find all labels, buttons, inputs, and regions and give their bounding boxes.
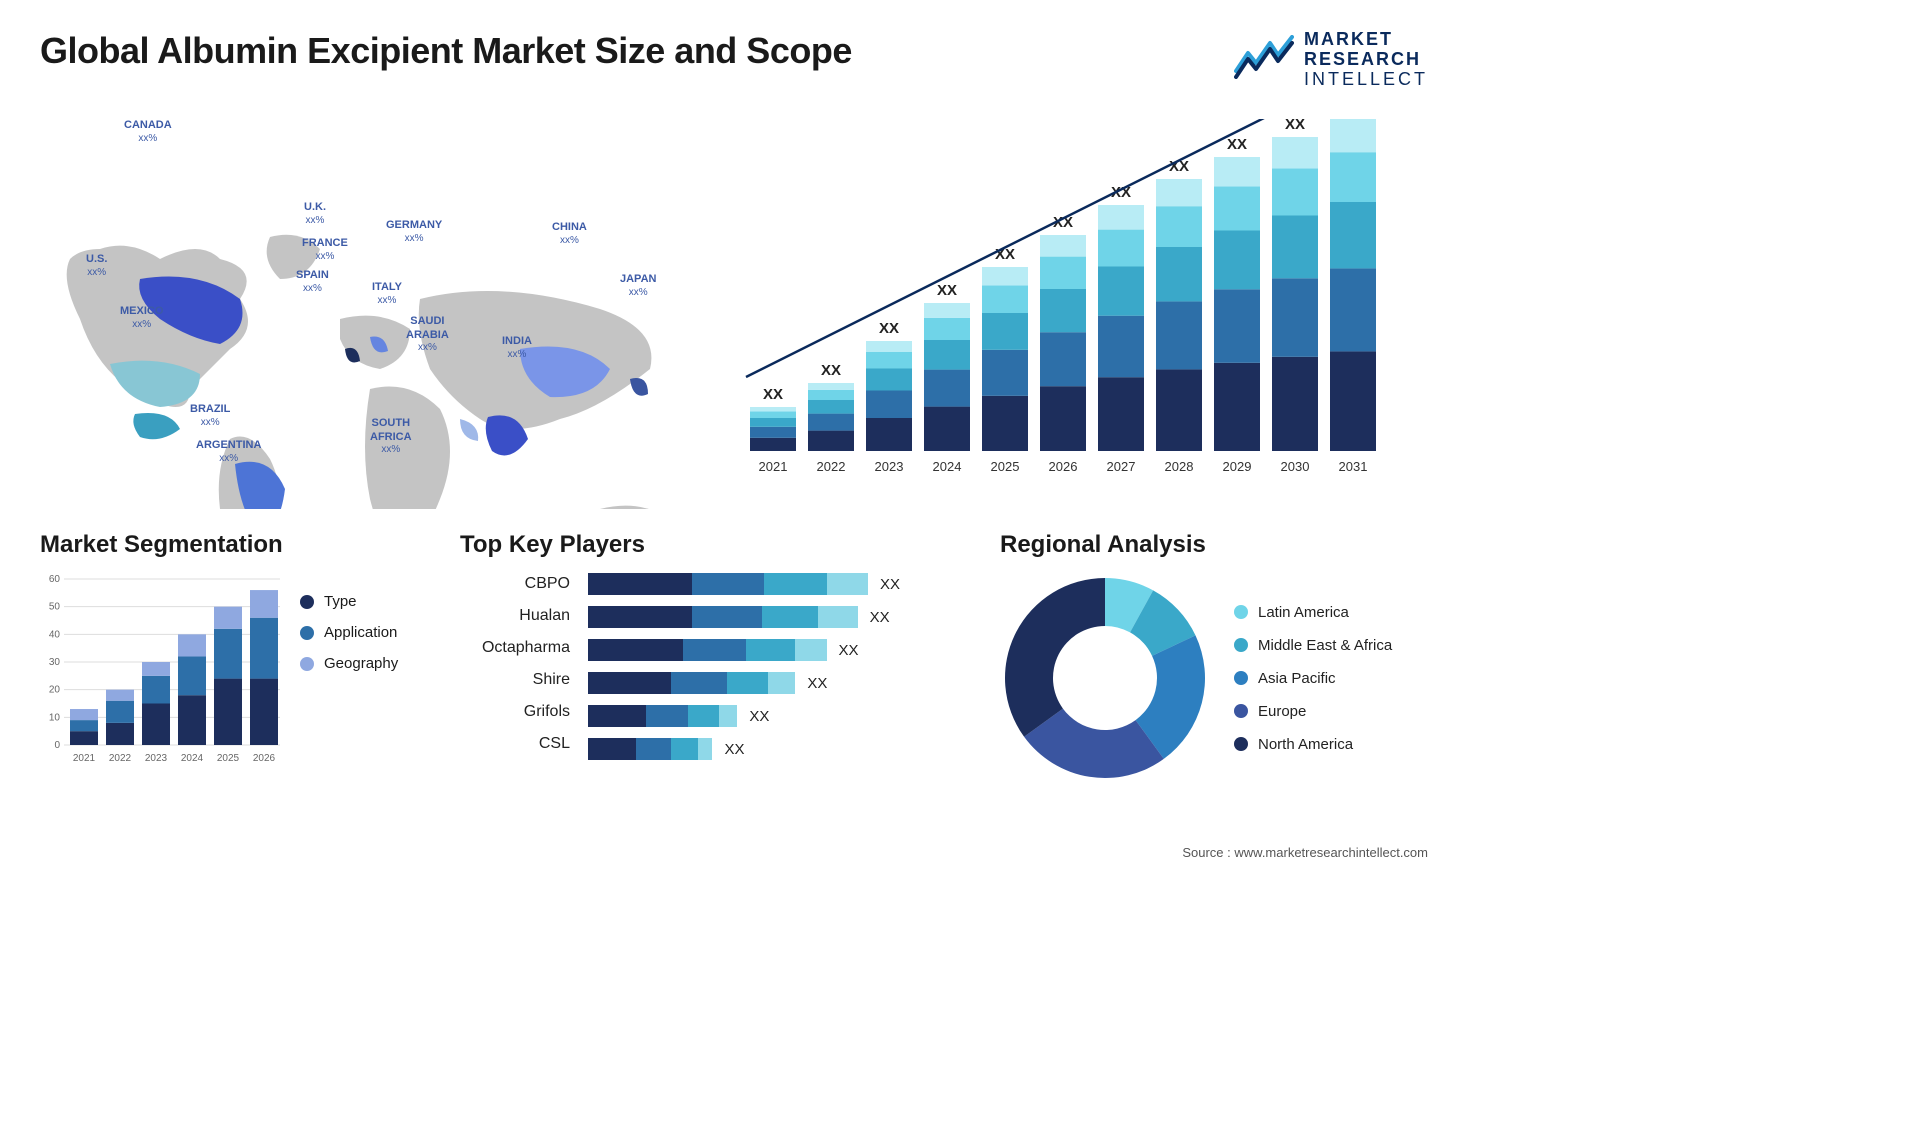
kp-label-shire: Shire — [460, 671, 570, 689]
regional-legend: Latin America Middle East & Africa Asia Pa… — [1234, 604, 1392, 753]
keyplayers-bars: XX XX XX XX XX XX — [588, 573, 980, 760]
svg-text:2021: 2021 — [759, 459, 788, 474]
map-label-canada: CANADAxx% — [124, 119, 172, 144]
reg-legend-europe: Europe — [1234, 703, 1392, 720]
kp-label-csl: CSL — [460, 735, 570, 753]
logo-line1: MARKET — [1304, 30, 1428, 50]
svg-text:60: 60 — [49, 574, 61, 585]
map-label-japan: JAPANxx% — [620, 273, 656, 298]
forecast-chart: XX2021XX2022XX2023XX2024XX2025XX2026XX20… — [740, 119, 1428, 509]
seg-legend-application: Application — [300, 624, 398, 641]
regional-panel: Regional Analysis Latin America Middle Ea… — [1000, 531, 1428, 783]
segmentation-title: Market Segmentation — [40, 531, 440, 559]
reg-legend-asia-pacific: Asia Pacific — [1234, 670, 1392, 687]
kp-row-hualan: XX — [588, 606, 980, 628]
svg-text:XX: XX — [879, 320, 899, 337]
svg-text:2022: 2022 — [817, 459, 846, 474]
kp-row-shire: XX — [588, 672, 980, 694]
seg-legend-geography: Geography — [300, 655, 398, 672]
map-label-brazil: BRAZILxx% — [190, 403, 230, 428]
kp-row-cbpo: XX — [588, 573, 980, 595]
map-label-argentina: ARGENTINAxx% — [196, 439, 261, 464]
reg-legend-north-america: North America — [1234, 736, 1392, 753]
map-label-mexico: MEXICOxx% — [120, 305, 163, 330]
brand-logo-icon — [1234, 35, 1294, 84]
svg-text:XX: XX — [763, 386, 783, 403]
svg-text:2024: 2024 — [181, 753, 204, 764]
source-text: Source : www.marketresearchintellect.com — [1182, 845, 1428, 860]
segmentation-legend: Type Application Geography — [300, 573, 398, 773]
svg-text:2025: 2025 — [217, 753, 240, 764]
svg-text:0: 0 — [54, 740, 60, 751]
svg-text:2023: 2023 — [875, 459, 904, 474]
svg-text:2023: 2023 — [145, 753, 168, 764]
map-label-spain: SPAINxx% — [296, 269, 329, 294]
reg-legend-middle-east---africa: Middle East & Africa — [1234, 637, 1392, 654]
map-label-south-africa: SOUTHAFRICAxx% — [370, 417, 412, 455]
map-label-china: CHINAxx% — [552, 221, 587, 246]
svg-text:2029: 2029 — [1223, 459, 1252, 474]
svg-text:XX: XX — [937, 282, 957, 299]
svg-text:2026: 2026 — [1049, 459, 1078, 474]
keyplayers-panel: Top Key Players CBPO Hualan Octapharma Shir… — [460, 531, 980, 783]
svg-text:XX: XX — [1285, 119, 1305, 133]
map-label-u-s-: U.S.xx% — [86, 253, 107, 278]
svg-text:2028: 2028 — [1165, 459, 1194, 474]
map-label-italy: ITALYxx% — [372, 281, 402, 306]
svg-text:30: 30 — [49, 657, 61, 668]
world-map-panel: CANADAxx% U.S.xx% MEXICOxx% BRAZILxx% ARGENT… — [40, 119, 720, 509]
kp-row-csl: XX — [588, 738, 980, 760]
keyplayers-title: Top Key Players — [460, 531, 980, 559]
kp-row-grifols: XX — [588, 705, 980, 727]
svg-text:2026: 2026 — [253, 753, 276, 764]
svg-text:2021: 2021 — [73, 753, 96, 764]
svg-text:2027: 2027 — [1107, 459, 1136, 474]
kp-label-cbpo: CBPO — [460, 575, 570, 593]
svg-text:10: 10 — [49, 713, 61, 724]
svg-text:50: 50 — [49, 602, 61, 613]
svg-text:2025: 2025 — [991, 459, 1020, 474]
reg-legend-latin-america: Latin America — [1234, 604, 1392, 621]
logo-line3: INTELLECT — [1304, 70, 1428, 90]
kp-label-octapharma: Octapharma — [460, 639, 570, 657]
map-label-saudi-arabia: SAUDIARABIAxx% — [406, 315, 449, 353]
map-label-germany: GERMANYxx% — [386, 219, 442, 244]
svg-text:XX: XX — [1227, 136, 1247, 153]
regional-title: Regional Analysis — [1000, 531, 1428, 559]
svg-text:2024: 2024 — [933, 459, 962, 474]
logo-line2: RESEARCH — [1304, 50, 1428, 70]
svg-text:2030: 2030 — [1281, 459, 1310, 474]
svg-text:2031: 2031 — [1339, 459, 1368, 474]
kp-label-grifols: Grifols — [460, 703, 570, 721]
svg-text:2022: 2022 — [109, 753, 132, 764]
brand-logo: MARKET RESEARCH INTELLECT — [1234, 30, 1428, 89]
svg-text:20: 20 — [49, 685, 61, 696]
svg-text:40: 40 — [49, 630, 61, 641]
kp-label-hualan: Hualan — [460, 607, 570, 625]
seg-legend-type: Type — [300, 593, 398, 610]
page-title: Global Albumin Excipient Market Size and… — [40, 30, 852, 72]
regional-donut — [1000, 573, 1210, 783]
map-label-france: FRANCExx% — [302, 237, 348, 262]
segmentation-chart: 0 10 20 30 40 50 60 2021 2022 2023 2024 2025 2026 — [40, 573, 280, 773]
kp-row-octapharma: XX — [588, 639, 980, 661]
map-label-u-k-: U.K.xx% — [304, 201, 326, 226]
keyplayers-labels: CBPO Hualan Octapharma Shire Grifols CSL — [460, 573, 570, 760]
segmentation-panel: Market Segmentation 0 10 20 30 40 50 60 2021 202… — [40, 531, 440, 783]
map-label-india: INDIAxx% — [502, 335, 532, 360]
svg-text:XX: XX — [821, 362, 841, 379]
